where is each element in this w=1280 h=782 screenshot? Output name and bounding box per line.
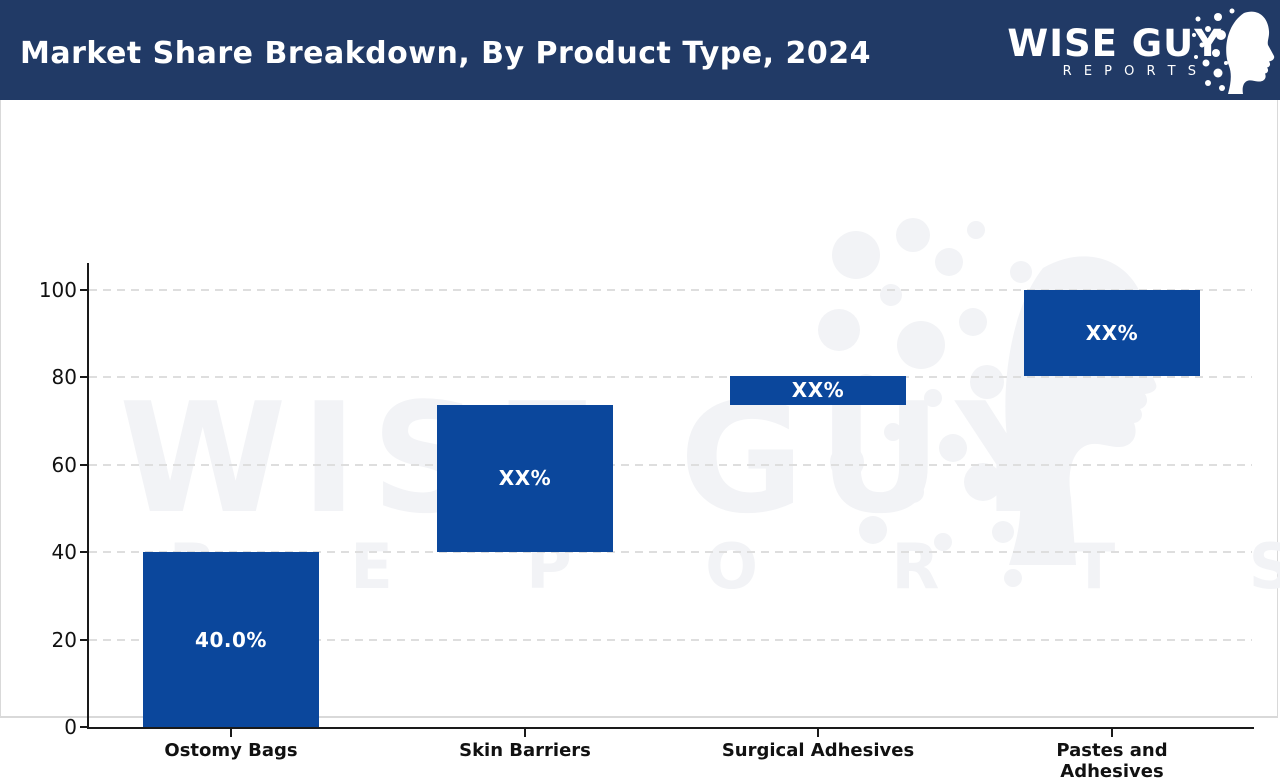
bar-surgical-adhesives: XX% <box>730 376 906 405</box>
logo-head-icon <box>1192 8 1275 94</box>
x-tick-mark-pastes-and-adhesives <box>1111 729 1113 737</box>
y-tick-mark-80 <box>80 376 89 378</box>
y-axis-line <box>87 263 89 729</box>
y-tick-mark-100 <box>80 288 89 291</box>
x-category-label-surgical-adhesives: Surgical Adhesives <box>721 740 915 761</box>
brand-logo-name: WISE GUY <box>1007 22 1222 65</box>
gridline-40 <box>89 551 1252 553</box>
bar-skin-barriers: XX% <box>437 404 613 552</box>
x-category-label-pastes-and-adhesives: Pastes and Adhesives <box>1056 740 1168 782</box>
y-tick-label-0: 0 <box>64 715 77 739</box>
x-tick-mark-ostomy-bags <box>230 729 232 737</box>
bar-value-label: XX% <box>791 378 845 403</box>
chart-area: WISE GUY R E P O R T S 0 20 40 60 80 100 40.0%… <box>0 100 1280 782</box>
plot-area: 0 20 40 60 80 100 40.0% Ostomy Bags XX% Skin Barr… <box>1 100 1277 782</box>
y-tick-label-60: 60 <box>51 452 77 477</box>
y-tick-mark-60 <box>80 463 89 466</box>
y-tick-label-100: 100 <box>38 277 77 302</box>
y-tick-mark-0 <box>80 726 89 728</box>
gridline-60 <box>89 463 1252 466</box>
header-bar: Market Share Breakdown, By Product Type,… <box>0 0 1280 100</box>
gridline-20 <box>89 638 1252 641</box>
gridline-100 <box>89 288 1252 291</box>
x-category-label-ostomy-bags: Ostomy Bags <box>164 740 298 761</box>
bar-value-label: XX% <box>498 466 552 491</box>
y-tick-label-80: 80 <box>51 365 77 389</box>
bar-value-label: XX% <box>1085 320 1139 345</box>
y-tick-label-40: 40 <box>51 540 77 564</box>
chart-title: Market Share Breakdown, By Product Type,… <box>20 36 871 71</box>
x-tick-mark-surgical-adhesives <box>817 729 819 737</box>
bar-ostomy-bags: 40.0% <box>143 552 319 727</box>
bar-pastes-and-adhesives: XX% <box>1024 289 1200 377</box>
brand-logo-sub: R E P O R T S <box>1062 64 1200 79</box>
y-tick-label-20: 20 <box>51 627 77 652</box>
y-tick-mark-40 <box>80 551 89 553</box>
bar-value-label: 40.0% <box>195 627 267 652</box>
x-axis-line <box>87 727 1254 729</box>
gridline-80 <box>89 376 1252 378</box>
x-tick-mark-skin-barriers <box>524 729 526 737</box>
y-tick-mark-20 <box>80 638 89 641</box>
x-category-label-skin-barriers: Skin Barriers <box>459 740 591 761</box>
